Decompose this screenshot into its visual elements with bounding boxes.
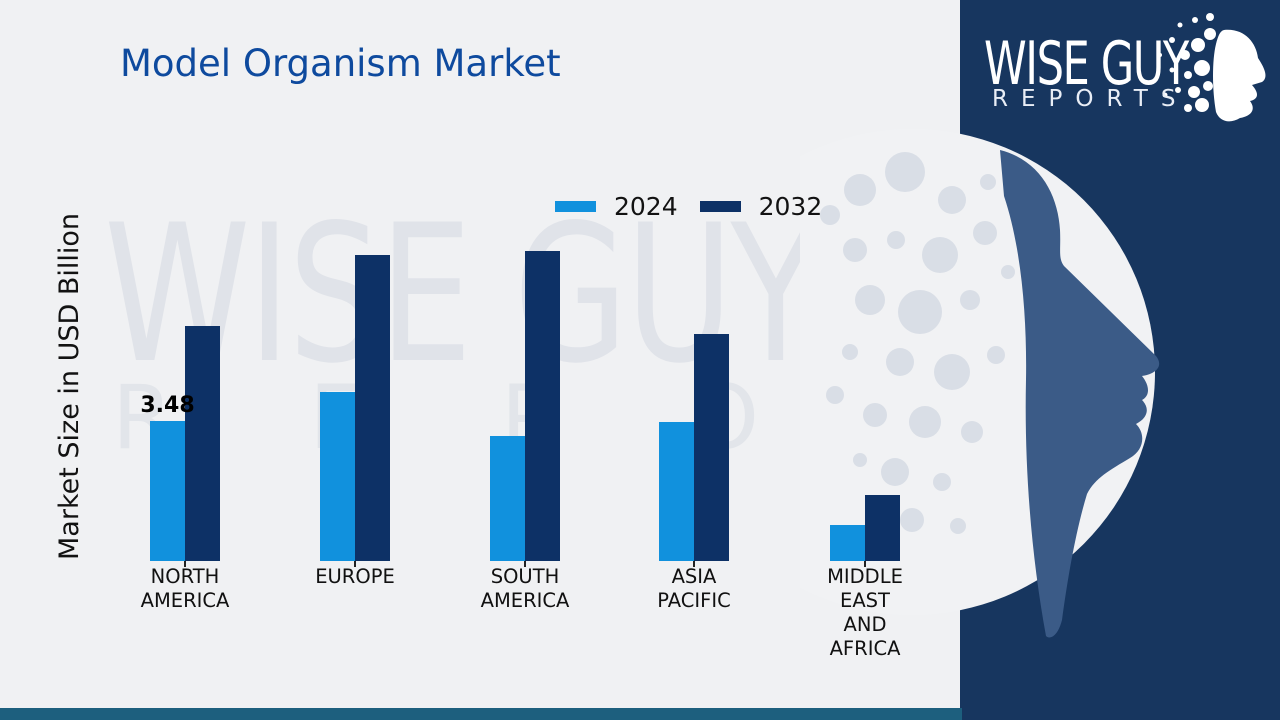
bar-value-label: 3.48 — [140, 393, 195, 418]
logo-wordmark: WISE GUY — [984, 29, 1189, 99]
axis-tick — [354, 561, 356, 567]
bar-2024-europe — [320, 392, 355, 561]
axis-tick — [184, 561, 186, 567]
category-label-middle-east-and-africa: MIDDLE EAST AND AFRICA — [827, 565, 903, 660]
bar-2024-south-america — [490, 436, 525, 561]
legend-swatch-2024 — [555, 201, 596, 212]
bar-2024-asia-pacific — [659, 422, 694, 561]
sphere-dots-pattern — [820, 152, 1015, 534]
legend-item-2024: 2024 — [555, 192, 678, 221]
legend-item-2032: 2032 — [699, 192, 823, 221]
bar-2032-asia-pacific — [694, 334, 729, 561]
logo-head-icon — [1158, 13, 1266, 122]
legend-swatch-2032 — [699, 201, 741, 212]
axis-tick — [693, 561, 695, 567]
legend-label-2024: 2024 — [614, 192, 678, 221]
page-title: Model Organism Market — [120, 42, 561, 85]
category-label-asia-pacific: ASIA PACIFIC — [657, 565, 731, 612]
face-profile-silhouette — [1000, 150, 1160, 638]
bottom-accent-strip — [0, 708, 962, 720]
chart-legend: 2024 2032 — [555, 192, 822, 221]
bar-2024-middle-east-and-africa — [830, 525, 865, 561]
bar-2024-north-america — [150, 421, 185, 561]
brand-panel-graphic — [800, 0, 1280, 720]
axis-tick — [524, 561, 526, 567]
category-label-north-america: NORTH AMERICA — [140, 565, 230, 612]
logo-subtitle: REPORTS — [992, 86, 1189, 112]
bar-2032-europe — [355, 255, 390, 561]
axis-tick — [864, 561, 866, 567]
category-label-south-america: SOUTH AMERICA — [480, 565, 570, 612]
bar-2032-south-america — [525, 251, 560, 561]
bar-2032-middle-east-and-africa — [865, 495, 900, 561]
bar-2032-north-america — [185, 326, 220, 561]
y-axis-label: Market Size in USD Billion — [54, 212, 85, 560]
legend-label-2032: 2032 — [758, 192, 823, 221]
category-label-europe: EUROPE — [315, 565, 395, 588]
